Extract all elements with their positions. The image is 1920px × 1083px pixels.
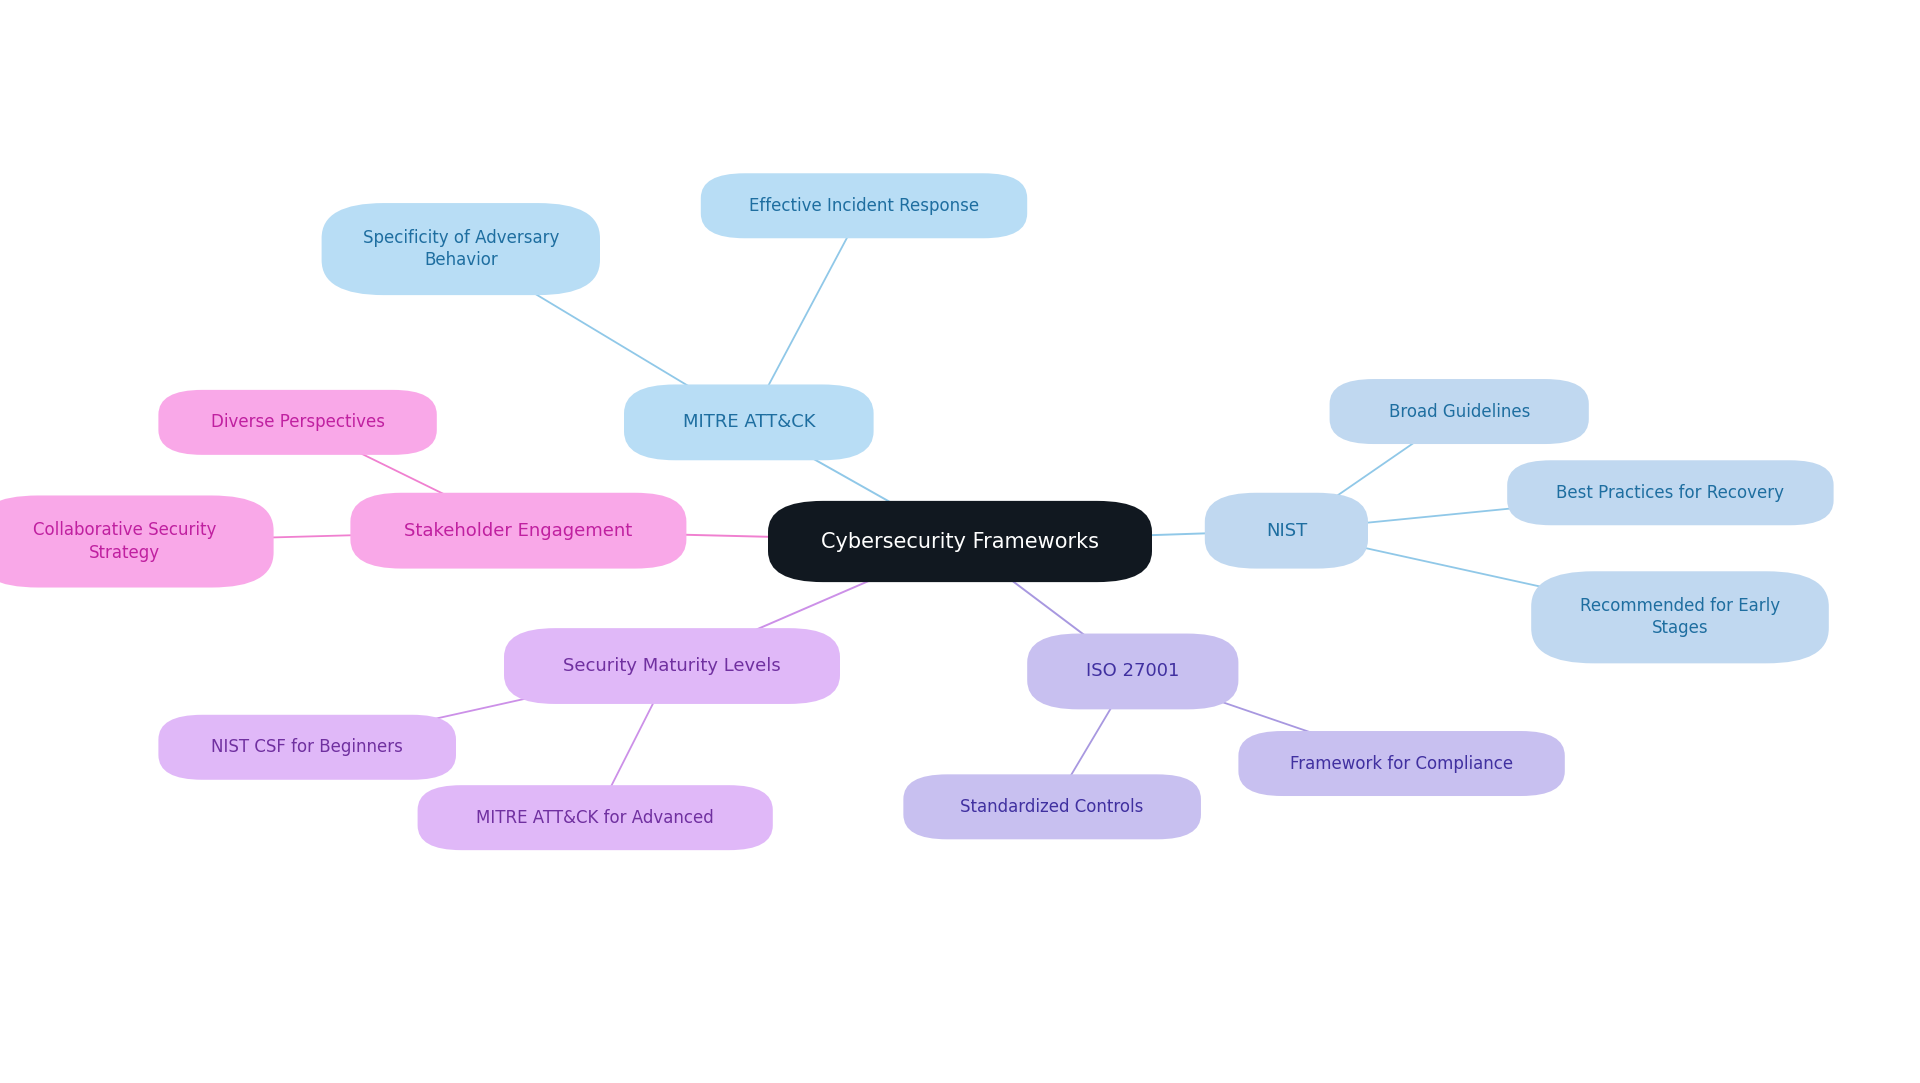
Text: Broad Guidelines: Broad Guidelines xyxy=(1388,403,1530,420)
Text: NIST CSF for Beginners: NIST CSF for Beginners xyxy=(211,739,403,756)
FancyBboxPatch shape xyxy=(624,384,874,460)
Text: Standardized Controls: Standardized Controls xyxy=(960,798,1144,815)
FancyBboxPatch shape xyxy=(1329,379,1590,444)
FancyBboxPatch shape xyxy=(1532,572,1828,663)
FancyBboxPatch shape xyxy=(351,493,687,569)
FancyBboxPatch shape xyxy=(157,390,436,455)
Text: Recommended for Early
Stages: Recommended for Early Stages xyxy=(1580,597,1780,638)
FancyBboxPatch shape xyxy=(1206,493,1367,569)
FancyBboxPatch shape xyxy=(1238,731,1565,796)
Text: Specificity of Adversary
Behavior: Specificity of Adversary Behavior xyxy=(363,229,559,270)
FancyBboxPatch shape xyxy=(1027,634,1238,709)
FancyBboxPatch shape xyxy=(321,204,599,295)
Text: Cybersecurity Frameworks: Cybersecurity Frameworks xyxy=(822,532,1098,551)
FancyBboxPatch shape xyxy=(419,785,772,850)
Text: Security Maturity Levels: Security Maturity Levels xyxy=(563,657,781,675)
Text: Stakeholder Engagement: Stakeholder Engagement xyxy=(405,522,632,539)
FancyBboxPatch shape xyxy=(701,173,1027,238)
FancyBboxPatch shape xyxy=(503,628,839,704)
Text: MITRE ATT&CK for Advanced: MITRE ATT&CK for Advanced xyxy=(476,809,714,826)
FancyBboxPatch shape xyxy=(902,774,1202,839)
FancyBboxPatch shape xyxy=(1507,460,1834,525)
FancyBboxPatch shape xyxy=(0,496,275,587)
Text: Effective Incident Response: Effective Incident Response xyxy=(749,197,979,214)
Text: NIST: NIST xyxy=(1265,522,1308,539)
Text: MITRE ATT&CK: MITRE ATT&CK xyxy=(682,414,816,431)
FancyBboxPatch shape xyxy=(768,500,1152,583)
Text: Diverse Perspectives: Diverse Perspectives xyxy=(211,414,384,431)
FancyBboxPatch shape xyxy=(157,715,457,780)
Text: ISO 27001: ISO 27001 xyxy=(1087,663,1179,680)
Text: Best Practices for Recovery: Best Practices for Recovery xyxy=(1557,484,1784,501)
Text: Framework for Compliance: Framework for Compliance xyxy=(1290,755,1513,772)
Text: Collaborative Security
Strategy: Collaborative Security Strategy xyxy=(33,521,217,562)
